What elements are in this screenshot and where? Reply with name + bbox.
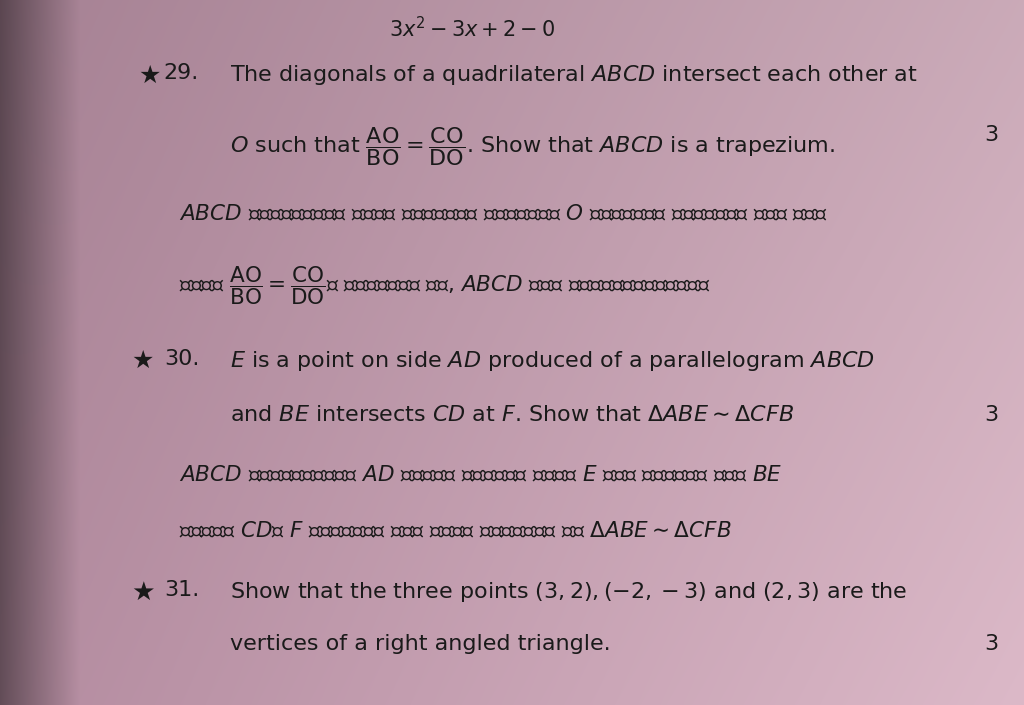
Text: 31.: 31. <box>164 580 199 599</box>
Text: $O$ such that $\dfrac{\mathrm{AO}}{\mathrm{BO}} = \dfrac{\mathrm{CO}}{\mathrm{DO: $O$ such that $\dfrac{\mathrm{AO}}{\math… <box>230 125 836 168</box>
Text: $3x^2-3x+2-0$: $3x^2-3x+2-0$ <box>389 16 555 41</box>
Text: $\bigstar$: $\bigstar$ <box>138 63 161 87</box>
Text: $\bigstar$: $\bigstar$ <box>131 580 155 606</box>
Text: Show that the three points $(3, 2), (-2, -3)$ and $(2, 3)$ are the: Show that the three points $(3, 2), (-2,… <box>230 580 907 603</box>
Text: 29.: 29. <box>164 63 199 83</box>
Text: $ABCD$ চতুৰ্ভুজৰ কৰ্ণ দুড়ালে পৰস্পৰক $O$ বিন্দুত এনেভাৰে ছেদ কৰে: $ABCD$ চতুৰ্ভুজৰ কৰ্ণ দুড়ালে পৰস্পৰক $O… <box>179 204 827 224</box>
Text: $ABCD$ সামন্তৰিকৰ $AD$ বাহৰৰ বৰ্ধিত অংশত $E$ এটা বিন্দু আৰু $BE$: $ABCD$ সামন্তৰিকৰ $AD$ বাহৰৰ বৰ্ধিত অংশত… <box>179 465 782 485</box>
Text: vertices of a right angled triangle.: vertices of a right angled triangle. <box>230 634 611 654</box>
Text: 30.: 30. <box>164 349 200 369</box>
Text: $\bigstar$: $\bigstar$ <box>131 349 154 373</box>
Text: 3: 3 <box>984 634 998 654</box>
Text: and $BE$ intersects $CD$ at $F$. Show that $\Delta ABE\sim\Delta CFB$: and $BE$ intersects $CD$ at $F$. Show th… <box>230 405 795 425</box>
Text: ৰেখাই $CD$ক $F$ বিন্দুত ছেদ কৰে। দেখুওৰা যে $\Delta ABE\sim\Delta CFB$: ৰেখাই $CD$ক $F$ বিন্দুত ছেদ কৰে। দেখুওৰা… <box>179 522 732 541</box>
Text: The diagonals of a quadrilateral $ABCD$ intersect each other at: The diagonals of a quadrilateral $ABCD$ … <box>230 63 919 87</box>
Text: যাতে $\dfrac{\mathrm{AO}}{\mathrm{BO}} = \dfrac{\mathrm{CO}}{\mathrm{DO}}$। দেখু: যাতে $\dfrac{\mathrm{AO}}{\mathrm{BO}} =… <box>179 264 711 307</box>
Text: 3: 3 <box>984 125 998 145</box>
Text: 3: 3 <box>984 405 998 425</box>
Text: $E$ is a point on side $AD$ produced of a parallelogram $ABCD$: $E$ is a point on side $AD$ produced of … <box>230 349 876 373</box>
